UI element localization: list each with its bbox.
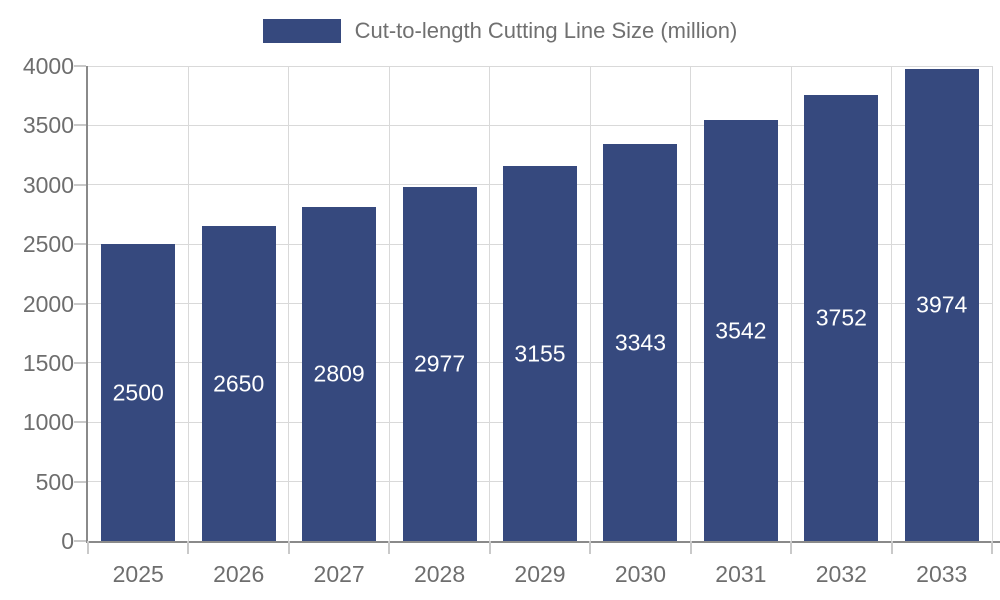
x-tick — [187, 541, 190, 554]
x-tick — [890, 541, 893, 554]
x-gridline — [388, 66, 390, 541]
y-tick — [74, 243, 86, 246]
y-tick — [74, 302, 86, 305]
x-tick — [488, 541, 491, 554]
x-tick — [689, 541, 692, 554]
x-tick — [991, 541, 993, 554]
x-tick-label-2029: 2029 — [514, 561, 566, 587]
bar-2033[interactable]: 3974 — [904, 69, 979, 541]
y-gridline — [88, 65, 992, 67]
y-tick-label: 500 — [35, 468, 74, 495]
bar-value-label: 3974 — [916, 291, 968, 318]
y-tick — [74, 421, 86, 424]
bar-value-label: 3155 — [514, 340, 566, 367]
y-tick — [74, 540, 86, 542]
x-tick — [287, 541, 290, 554]
bar-2027[interactable]: 2809 — [302, 207, 377, 541]
x-tick-label-2028: 2028 — [413, 561, 466, 587]
x-tick — [589, 541, 592, 554]
y-tick-label: 0 — [61, 528, 74, 554]
x-gridline — [790, 66, 792, 541]
y-tick — [74, 480, 86, 483]
x-tick — [790, 541, 793, 554]
bar-2030[interactable]: 3343 — [603, 144, 678, 541]
bar-value-label: 3343 — [614, 329, 667, 356]
legend-swatch — [262, 19, 341, 43]
x-gridline — [891, 66, 893, 541]
y-tick-label: 4000 — [22, 53, 74, 79]
bar-value-label: 3752 — [815, 304, 867, 331]
y-tick — [74, 65, 86, 67]
y-axis-line — [86, 66, 88, 543]
x-gridline — [589, 66, 591, 541]
legend-label: Cut-to-length Cutting Line Size (million… — [354, 18, 738, 43]
x-tick — [87, 541, 89, 554]
x-tick-label-2027: 2027 — [313, 561, 365, 587]
x-gridline — [187, 66, 189, 541]
x-axis-line — [86, 541, 1000, 543]
x-tick-label-2031: 2031 — [715, 561, 767, 587]
x-gridline — [991, 66, 993, 541]
x-gridline — [489, 66, 491, 541]
bar-value-label: 2650 — [213, 370, 265, 397]
y-tick-label: 3000 — [22, 171, 74, 198]
y-tick-label: 2500 — [22, 231, 74, 258]
bar-value-label: 2809 — [313, 360, 365, 387]
y-tick-label: 2000 — [22, 290, 74, 317]
bar-value-label: 2977 — [413, 350, 466, 377]
x-tick-label-2032: 2032 — [815, 561, 867, 587]
y-tick — [74, 124, 86, 127]
y-tick — [74, 361, 86, 364]
x-gridline — [690, 66, 692, 541]
x-tick-label-2026: 2026 — [213, 561, 265, 587]
bar-2029[interactable]: 3155 — [503, 166, 577, 541]
x-tick-label-2033: 2033 — [916, 561, 968, 587]
y-gridline — [88, 124, 992, 126]
bar-2026[interactable]: 2650 — [201, 226, 276, 541]
y-tick-label: 1500 — [22, 349, 74, 376]
x-tick-label-2030: 2030 — [614, 561, 667, 587]
y-tick — [74, 183, 86, 186]
plot-area: 2500 2650 2809 2977 3155 3343 3542 3752 3974 — [74, 65, 1000, 554]
bar-2031[interactable]: 3542 — [703, 120, 778, 541]
bar-value-label: 2500 — [112, 379, 164, 406]
y-tick-label: 1000 — [22, 409, 74, 436]
x-tick — [388, 541, 391, 554]
bar-2028[interactable]: 2977 — [402, 187, 477, 541]
bar-value-label: 3542 — [715, 317, 767, 344]
bar-2032[interactable]: 3752 — [804, 95, 879, 541]
legend[interactable]: Cut-to-length Cutting Line Size (million… — [0, 19, 1000, 43]
y-tick-label: 3500 — [22, 112, 74, 139]
x-gridline — [288, 66, 290, 541]
x-tick-label-2025: 2025 — [112, 561, 164, 587]
bar-2025[interactable]: 2500 — [101, 244, 176, 541]
